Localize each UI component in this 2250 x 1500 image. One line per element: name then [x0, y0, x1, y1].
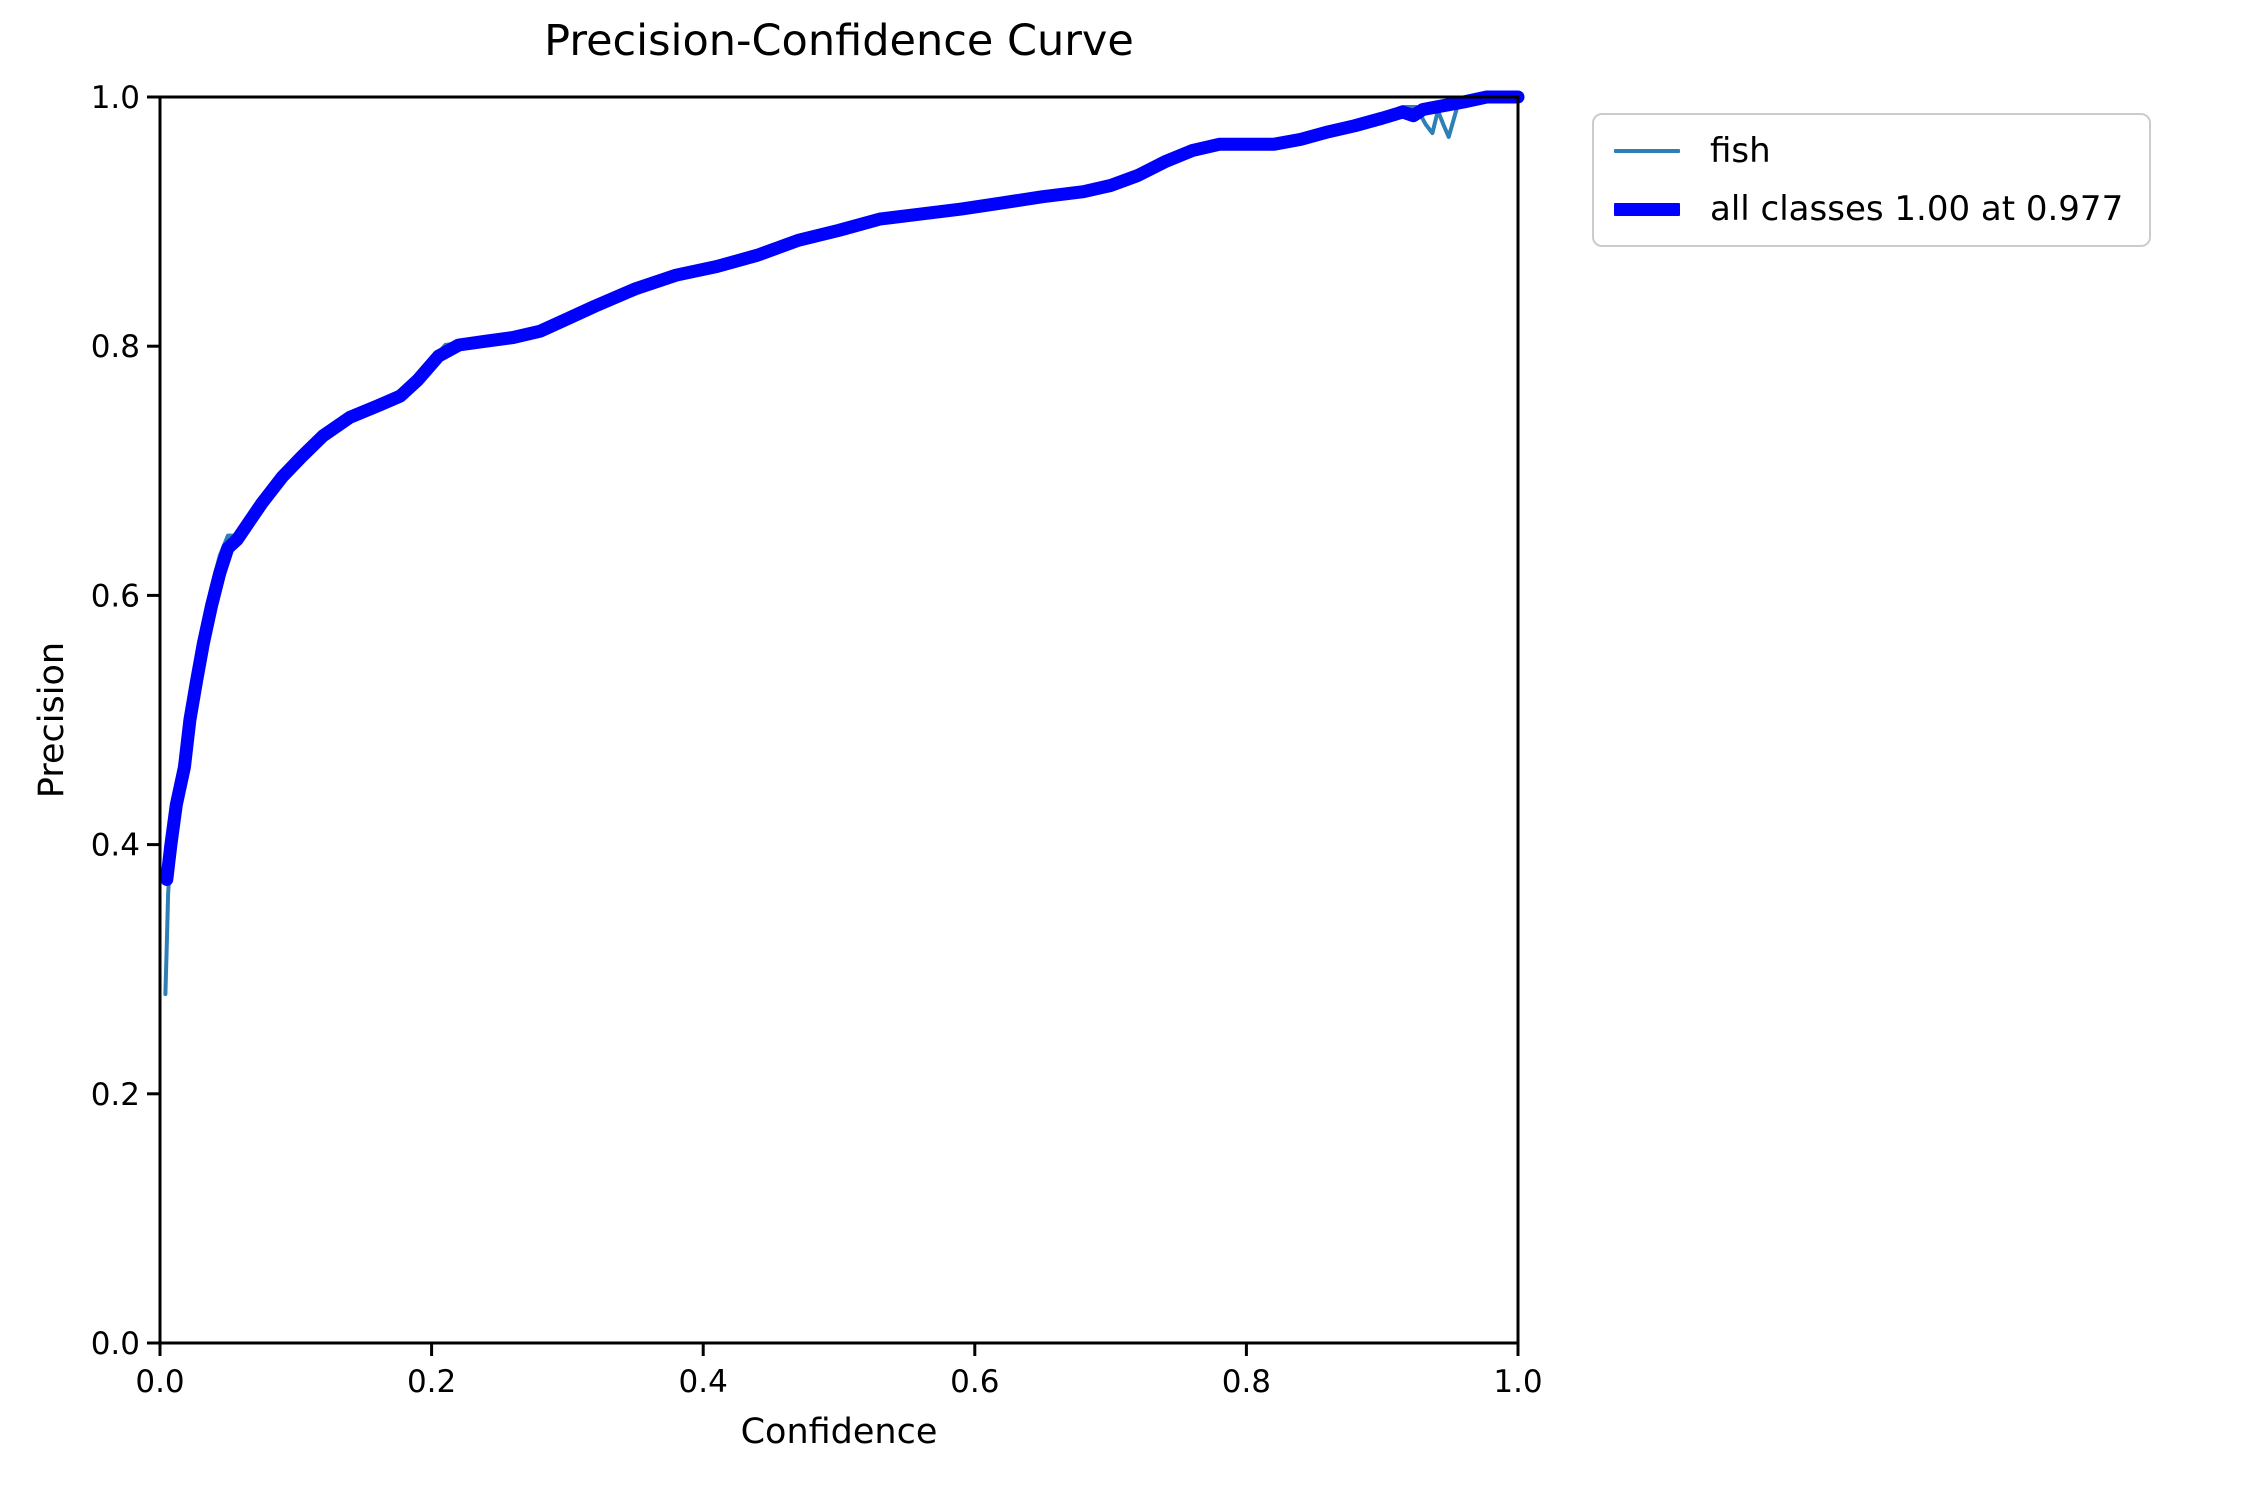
y-tick-label: 0.0 [91, 1326, 140, 1362]
y-tick-label: 0.6 [91, 578, 140, 614]
legend-box: fish all classes 1.00 at 0.977 [1592, 113, 2152, 247]
x-tick-label: 0.0 [135, 1364, 184, 1400]
fish-line-swatch [1614, 149, 1680, 153]
legend-label-fish: fish [1710, 131, 1771, 171]
line-series-group [160, 90, 1525, 997]
all-classes-line-swatch [1614, 202, 1680, 216]
y-tick-label: 0.2 [91, 1077, 140, 1113]
y-tick-label: 1.0 [91, 80, 140, 116]
x-tick-label: 0.2 [407, 1364, 456, 1400]
plot-spines [158, 95, 1520, 1345]
legend-label-all-classes: all classes 1.00 at 0.977 [1710, 189, 2124, 229]
x-tick-label: 0.8 [1222, 1364, 1271, 1400]
y-axis-label: Precision [32, 641, 72, 799]
legend-entry-fish: fish [1614, 131, 2123, 171]
y-tick-label: 0.8 [91, 329, 140, 365]
axes-layer: 0.0 0.2 0.4 0.6 0.8 1.0 0.0 0.2 0.4 0.6 0.8 1.0 [91, 80, 1543, 1400]
y-tick-label: 0.4 [91, 828, 140, 864]
legend-entry-all-classes: all classes 1.00 at 0.977 [1614, 189, 2123, 229]
series-line-all [160, 90, 1525, 886]
x-tick-label: 0.6 [950, 1364, 999, 1400]
x-tick-label: 0.4 [679, 1364, 728, 1400]
chart-title: Precision-Confidence Curve [544, 16, 1134, 66]
x-tick-label: 1.0 [1493, 1364, 1542, 1400]
x-axis-label: Confidence [740, 1412, 938, 1452]
